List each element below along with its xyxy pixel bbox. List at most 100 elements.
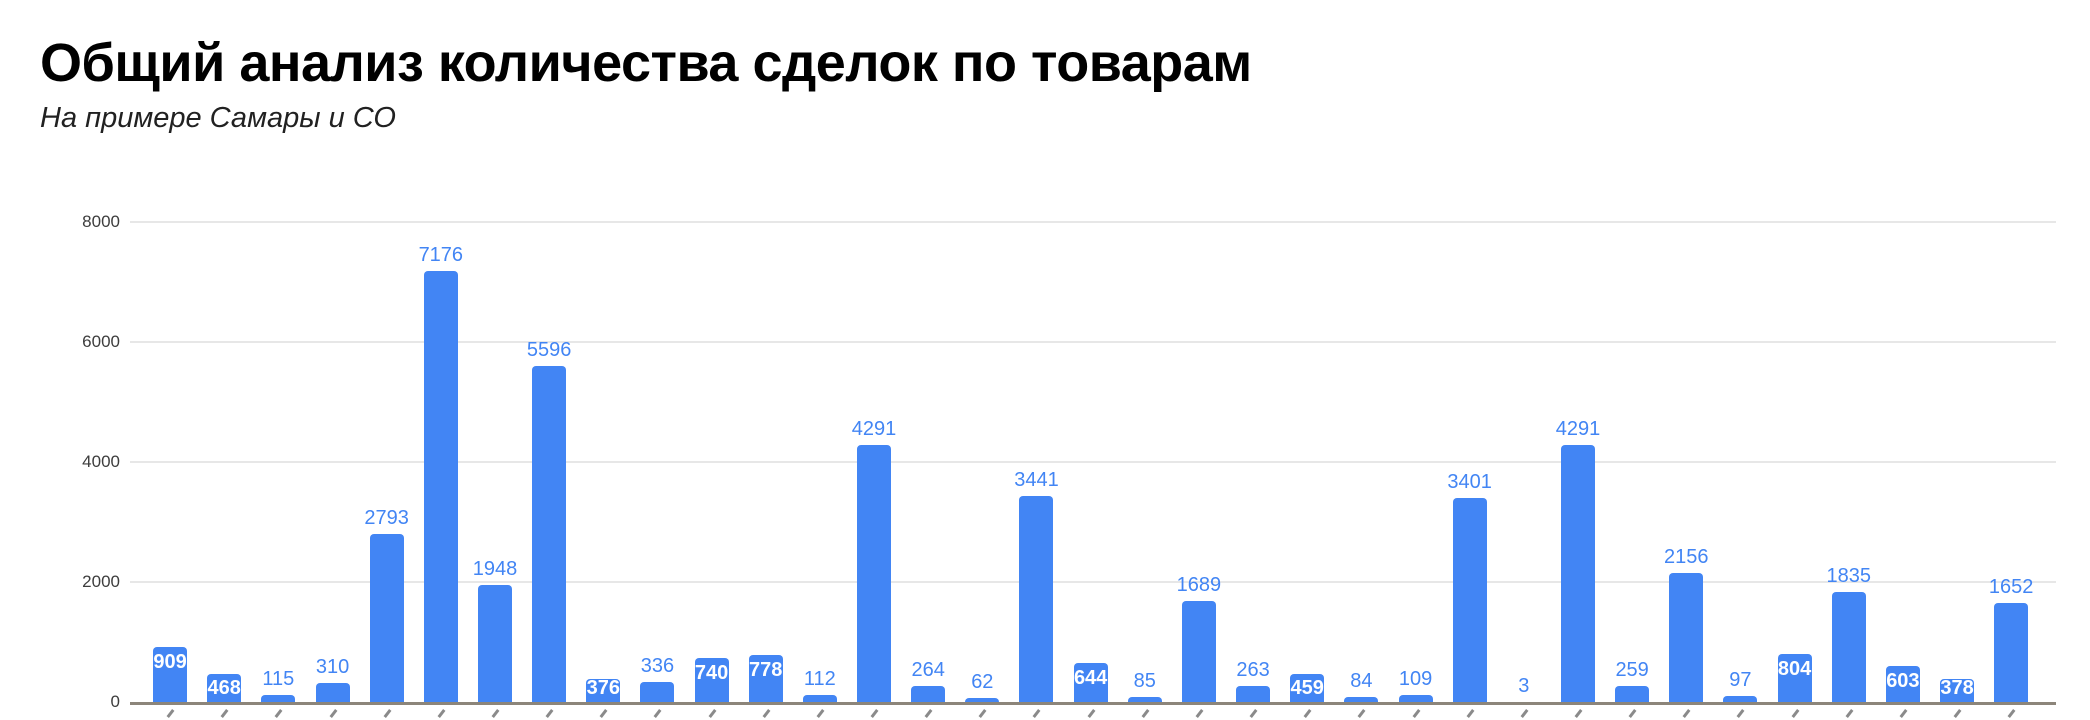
bar-value-label: 376 — [586, 677, 620, 699]
bar-value-label: 909 — [153, 651, 187, 674]
bar — [423, 271, 458, 702]
x-axis-tick-stub — [1033, 709, 1041, 718]
x-axis-tick-stub — [1845, 709, 1854, 718]
bar — [1398, 695, 1433, 702]
bar-value-label: 109 — [1398, 668, 1433, 691]
x-axis-tick-stub — [1357, 709, 1366, 718]
bar-value-label: 336 — [640, 654, 675, 677]
bar-value-label: 1835 — [1826, 564, 1871, 587]
bar-value-label: 2793 — [364, 507, 409, 530]
bar — [1615, 686, 1650, 702]
x-axis-tick-stub — [1736, 709, 1745, 718]
x-axis-tick-stub — [545, 709, 554, 718]
x-axis-tick-stub — [1195, 709, 1204, 718]
bar — [532, 366, 567, 702]
bar — [1669, 572, 1704, 702]
gridline-8000 — [130, 221, 2056, 223]
x-axis-tick-stub — [2007, 709, 2016, 718]
bar-value-label: 3 — [1518, 674, 1530, 697]
x-axis-tick-stub — [1628, 709, 1637, 718]
x-axis-tick-stub — [816, 709, 825, 718]
bar-value-label: 3401 — [1447, 470, 1492, 493]
bar-value-label: 740 — [694, 661, 729, 684]
x-axis-tick-stub — [437, 709, 446, 718]
bar-value-label: 1948 — [472, 558, 518, 581]
bar — [477, 585, 512, 702]
bar-value-label: 259 — [1615, 659, 1649, 682]
x-axis-tick-stub — [1249, 709, 1258, 718]
bar-value-label: 264 — [911, 659, 945, 682]
bar-value-label: 85 — [1133, 669, 1156, 692]
bar-value-label: 778 — [749, 659, 783, 682]
x-axis-tick-stub — [1791, 709, 1800, 718]
bar-value-label: 62 — [971, 671, 994, 694]
bar — [1290, 674, 1325, 702]
bar — [1940, 679, 1975, 702]
bar — [1344, 696, 1379, 702]
bar-value-label: 468 — [207, 677, 241, 699]
bar — [369, 534, 404, 702]
x-axis-tick-stub — [978, 709, 987, 718]
chart-subtitle: На примере Самары и СО — [40, 102, 396, 134]
y-axis-tick-label: 0 — [110, 692, 120, 711]
x-axis-tick-stub — [1087, 709, 1096, 718]
x-axis-tick-stub — [1466, 709, 1475, 718]
bar — [748, 655, 783, 702]
bar — [1073, 663, 1108, 702]
x-axis-tick-stub — [599, 709, 608, 718]
bar — [315, 683, 350, 702]
bar — [207, 673, 242, 702]
x-axis-tick-stub — [491, 709, 500, 718]
bar-value-label: 84 — [1350, 669, 1373, 692]
bar-value-label: 263 — [1236, 659, 1270, 682]
bar — [1127, 696, 1162, 702]
y-axis-tick-label: 2000 — [82, 572, 120, 591]
bar — [586, 679, 621, 702]
gridline-2000 — [130, 581, 2056, 583]
x-axis-tick-stub — [1412, 709, 1420, 718]
x-axis-tick-stub — [1899, 709, 1908, 718]
y-axis-tick-label: 4000 — [82, 452, 120, 471]
bar-value-label: 804 — [1777, 657, 1812, 680]
bar — [965, 698, 1000, 702]
x-axis-tick-stub — [1303, 709, 1312, 718]
gridline-6000 — [130, 341, 2056, 343]
bar-value-label: 644 — [1073, 667, 1108, 690]
bar-value-label: 4291 — [1555, 417, 1601, 440]
bar — [1452, 497, 1487, 702]
x-axis-tick-stub — [1141, 709, 1150, 718]
x-axis-tick-stub — [762, 709, 771, 718]
bar — [694, 657, 729, 702]
x-axis-tick-stub — [1953, 709, 1962, 718]
y-axis-tick-label: 6000 — [82, 332, 120, 351]
bar — [1019, 495, 1054, 702]
bar — [802, 695, 837, 702]
bar — [1994, 602, 2029, 702]
x-axis-tick-stub — [220, 709, 229, 718]
bar — [1777, 653, 1812, 702]
bar — [1831, 591, 1866, 702]
x-axis-tick-stub — [870, 709, 879, 718]
x-axis-tick-stub — [1574, 709, 1583, 718]
x-axis-tick-stub — [329, 709, 337, 718]
bar — [1723, 696, 1758, 702]
bar — [911, 686, 946, 702]
bar-value-label: 4291 — [851, 417, 897, 440]
x-axis-tick-stub — [924, 709, 933, 718]
y-axis-tick-label: 8000 — [82, 212, 120, 231]
bar-value-label: 459 — [1290, 677, 1324, 699]
bar-value-label: 2156 — [1664, 545, 1709, 568]
x-axis-tick-stub — [653, 709, 662, 718]
bar — [153, 647, 188, 702]
x-axis-tick-stub — [274, 709, 283, 718]
bar-value-label: 3441 — [1014, 468, 1059, 491]
x-axis-tick-stub — [383, 709, 392, 718]
bar — [1560, 444, 1595, 702]
bar-value-label: 97 — [1729, 669, 1752, 692]
bar-value-label: 5596 — [526, 339, 572, 362]
x-axis-line — [130, 702, 2056, 705]
bar-value-label: 378 — [1940, 677, 1974, 699]
bar — [261, 695, 296, 702]
